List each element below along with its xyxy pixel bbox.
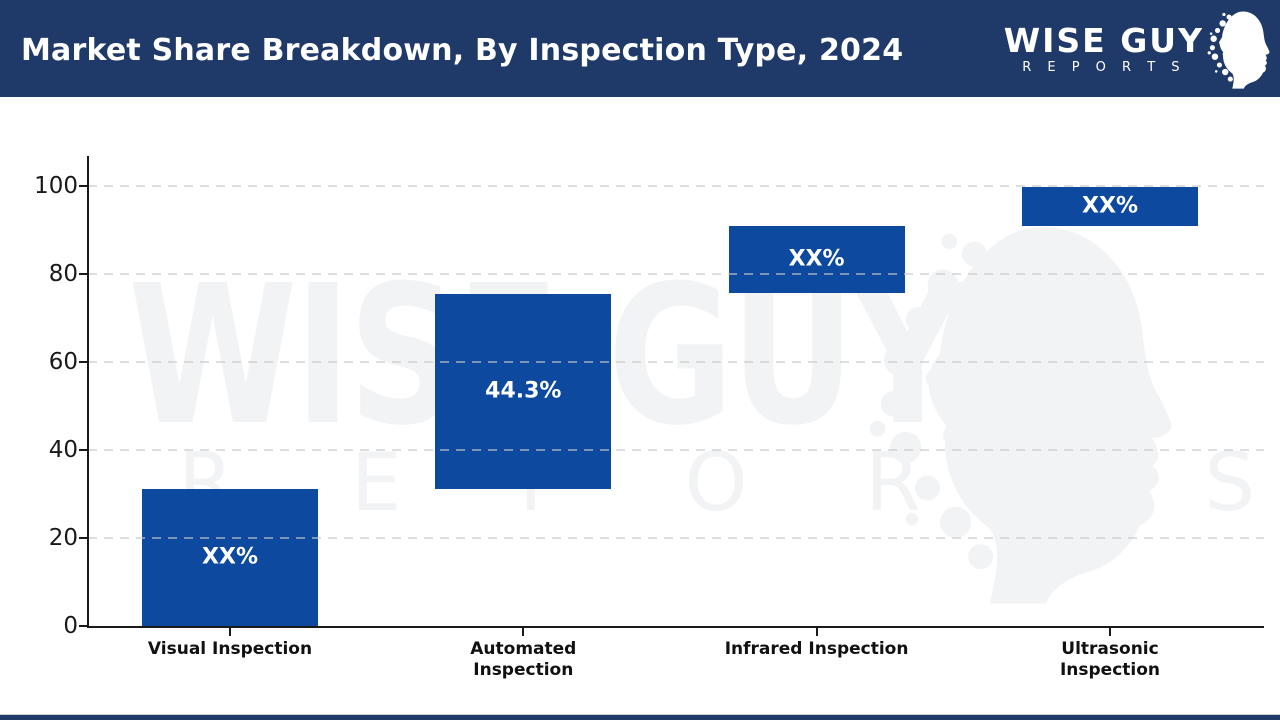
bar	[142, 488, 318, 626]
bar	[728, 226, 905, 293]
page-title: Market Share Breakdown, By Inspection Ty…	[21, 33, 904, 68]
x-category-label: Ultrasonic Inspection	[1059, 639, 1161, 680]
bar-value-label: XX%	[202, 544, 258, 570]
y-tick-mark	[79, 449, 88, 451]
y-tick-label: 100	[34, 173, 78, 199]
y-gridline	[88, 185, 1264, 187]
logo-subtitle: R E P O R T S	[1022, 59, 1186, 75]
y-gridline	[88, 537, 1264, 539]
y-tick-mark	[79, 625, 88, 627]
brand-logo: WISE GUY R E P O R T S	[1004, 6, 1270, 92]
y-tick-mark	[79, 273, 88, 275]
bar	[435, 293, 612, 489]
bar-value-label: XX%	[788, 246, 845, 272]
logo-wordmark: WISE GUY	[1003, 20, 1204, 60]
x-axis-line	[87, 626, 1264, 628]
header-bar: Market Share Breakdown, By Inspection Ty…	[0, 0, 1280, 97]
logo-head-icon	[1207, 11, 1270, 89]
footer-bar	[0, 714, 1280, 720]
y-tick-label: 40	[48, 437, 78, 463]
y-gridline	[88, 361, 1264, 363]
x-category-label: Infrared Inspection	[724, 639, 909, 659]
x-category-label: Automated Inspection	[470, 639, 577, 680]
y-tick-label: 60	[48, 349, 78, 375]
y-gridline	[88, 449, 1264, 451]
x-category-label: Visual Inspection	[147, 639, 313, 659]
bar-value-label: XX%	[1082, 193, 1138, 219]
bar-value-label: 44.3%	[485, 378, 562, 404]
y-tick-mark	[79, 361, 88, 363]
y-tick-mark	[79, 185, 88, 187]
bar	[1022, 186, 1198, 227]
x-tick-mark	[1109, 628, 1111, 636]
logo-text: WISE GUY R E P O R T S	[1003, 20, 1204, 76]
y-axis-line	[87, 156, 89, 628]
x-tick-mark	[815, 628, 818, 636]
y-tick-label: 80	[48, 261, 78, 287]
y-tick-mark	[79, 537, 88, 539]
x-tick-mark	[522, 628, 525, 636]
y-tick-label: 20	[48, 525, 78, 551]
y-gridline	[88, 273, 1264, 275]
y-tick-label: 0	[63, 613, 78, 639]
watermark-subtitle: R E P O R T S	[178, 436, 1280, 529]
x-tick-mark	[229, 628, 231, 636]
